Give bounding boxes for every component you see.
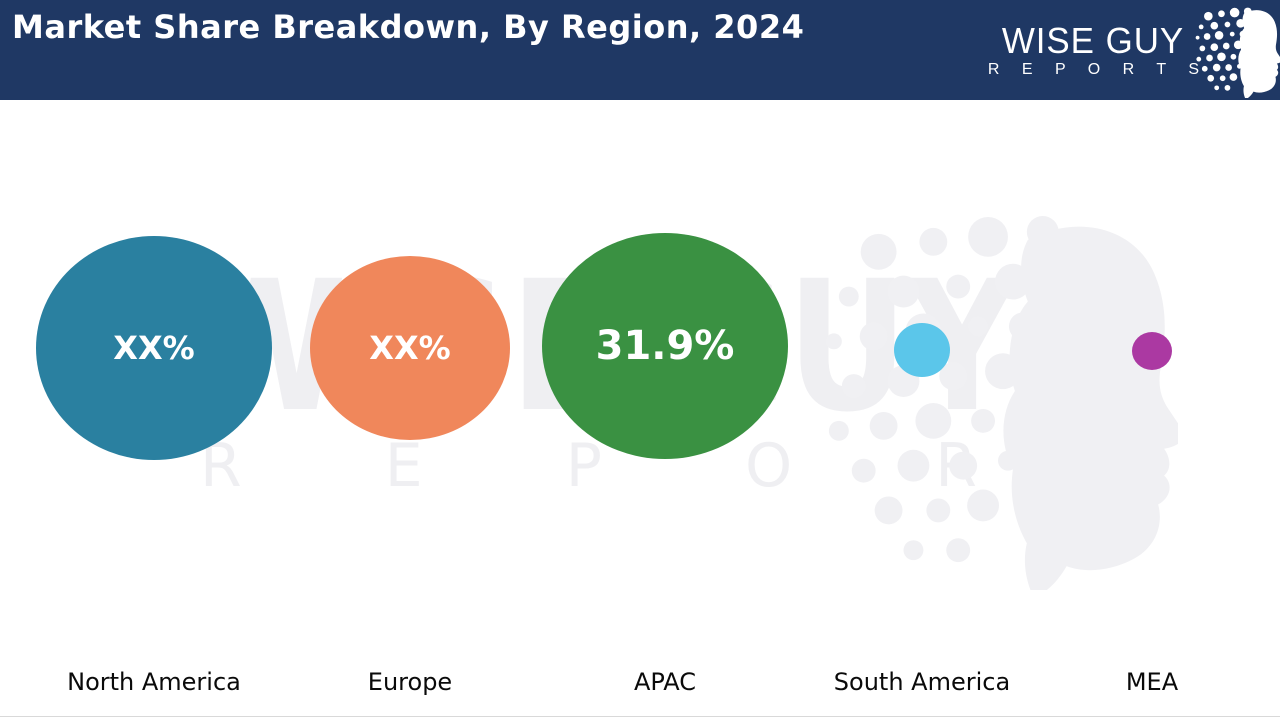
page-title: Market Share Breakdown, By Region, 2024 xyxy=(12,8,805,46)
bottom-divider xyxy=(0,716,1280,717)
brand-logo: WISE GUY R E P O R T S xyxy=(979,0,1280,100)
bubble-mea xyxy=(1132,332,1172,370)
brand-logo-text: WISE GUY R E P O R T S xyxy=(979,19,1208,78)
bubble-south-america xyxy=(894,323,950,377)
category-label-south-america: South America xyxy=(833,668,1011,696)
category-label-europe: Europe xyxy=(367,668,453,696)
watermark-head-graphic xyxy=(825,215,1178,590)
brand-logo-line1: WISE GUY xyxy=(1002,19,1185,61)
category-label-north-america: North America xyxy=(67,668,241,696)
bubble-north-america: XX% xyxy=(36,236,272,460)
header-bar: Market Share Breakdown, By Region, 2024 … xyxy=(0,0,1280,100)
category-label-mea: MEA xyxy=(1125,668,1179,696)
bubble-europe: XX% xyxy=(310,256,510,440)
bubble-value-north-america: XX% xyxy=(113,329,195,367)
bubble-value-apac: 31.9% xyxy=(595,323,735,369)
bubble-value-europe: XX% xyxy=(369,329,451,367)
brand-logo-line2: R E P O R T S xyxy=(987,60,1208,78)
category-label-apac: APAC xyxy=(633,668,697,696)
bubble-apac: 31.9% xyxy=(542,233,788,459)
